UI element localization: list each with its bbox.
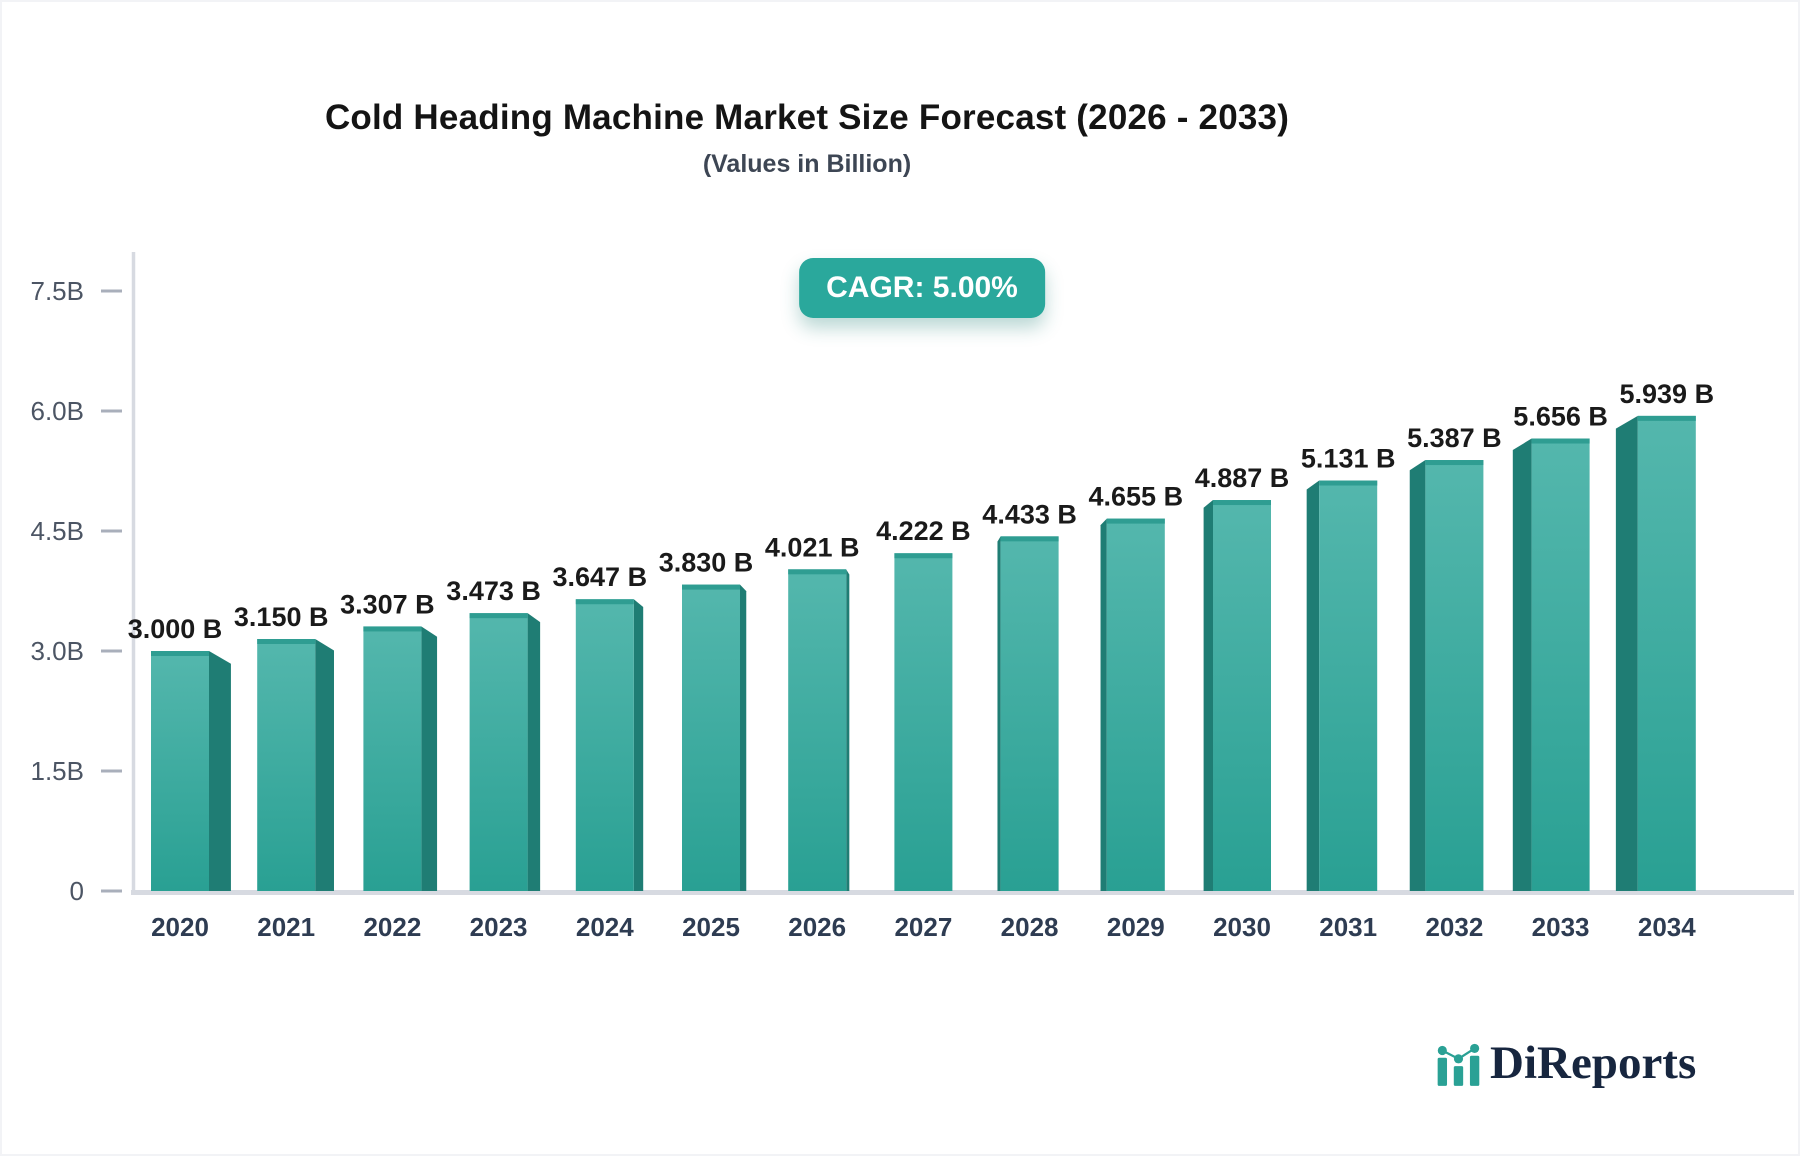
x-axis-label: 2021 xyxy=(257,912,315,942)
bar xyxy=(1531,438,1590,891)
bar xyxy=(469,613,528,891)
bars xyxy=(151,415,1696,891)
bar-top-edge xyxy=(1319,480,1378,486)
bar-value-label: 4.433 B xyxy=(982,499,1077,529)
bar xyxy=(1425,460,1484,891)
bar-value-label: 5.939 B xyxy=(1620,379,1715,409)
bar-value-label: 4.655 B xyxy=(1089,482,1184,512)
bar xyxy=(894,553,953,891)
bar-top-edge xyxy=(575,599,634,605)
bar xyxy=(151,651,209,891)
bar-top-edge xyxy=(1425,460,1484,466)
bar xyxy=(1637,415,1696,891)
y-axis-tick-label: 3.0B xyxy=(31,636,85,666)
x-axis-label: 2026 xyxy=(788,912,846,942)
bar xyxy=(1106,518,1165,891)
bar xyxy=(788,569,847,891)
bar-top-edge xyxy=(1000,536,1059,542)
bar-top-edge xyxy=(1106,518,1165,524)
x-axis-label: 2027 xyxy=(894,912,952,942)
logo-text: DiReports xyxy=(1490,1036,1697,1089)
bar-top-edge xyxy=(469,613,528,619)
x-axis-label: 2033 xyxy=(1532,912,1590,942)
mini-bar-line-chart-icon xyxy=(1437,1043,1480,1086)
labels: 3.000 B 2020 3.150 B 2021 3.307 B 2022 3.473 B… xyxy=(128,379,1714,942)
bar-side-face xyxy=(1512,438,1532,891)
x-axis-label: 2028 xyxy=(1001,912,1059,942)
bar-side-face xyxy=(1615,415,1638,891)
bar xyxy=(257,639,316,891)
bar-top-edge xyxy=(151,651,209,656)
x-axis-label: 2034 xyxy=(1638,912,1696,942)
cagr-badge: CAGR: 5.00% xyxy=(799,258,1045,318)
bar-side-face xyxy=(997,536,1001,891)
bar xyxy=(1213,500,1271,891)
bar-top-edge xyxy=(1213,500,1271,506)
bar-value-label: 4.222 B xyxy=(876,516,971,546)
bar xyxy=(1000,536,1059,891)
bar-value-label: 5.387 B xyxy=(1407,423,1502,453)
bar-side-face xyxy=(1306,480,1320,891)
bar-value-label: 4.021 B xyxy=(765,532,860,562)
y-axis-tick-label: 7.5B xyxy=(31,276,85,306)
bar-top-edge xyxy=(363,626,422,632)
bar xyxy=(575,599,634,891)
bar-side-face xyxy=(740,584,747,891)
bar-value-label: 5.656 B xyxy=(1513,402,1608,432)
bar-side-face xyxy=(421,626,438,891)
chart-title: Cold Heading Machine Market Size Forecas… xyxy=(324,98,1290,137)
bar-value-label: 3.830 B xyxy=(659,548,754,578)
bar-top-edge xyxy=(257,639,316,644)
bar-side-face xyxy=(1409,460,1426,891)
x-axis-label: 2031 xyxy=(1319,912,1377,942)
x-axis-label: 2023 xyxy=(470,912,528,942)
y-axis-tick-label: 4.5B xyxy=(31,516,85,546)
y-axis-tick-label: 0 xyxy=(70,876,84,906)
x-axis-label: 2029 xyxy=(1107,912,1165,942)
bar xyxy=(363,626,422,891)
bar-top-edge xyxy=(682,584,740,590)
x-axis-label: 2030 xyxy=(1213,912,1271,942)
bar-side-face xyxy=(1203,500,1213,891)
bar-side-face xyxy=(1100,518,1107,891)
chart-subtitle: (Values in Billion) xyxy=(702,150,912,178)
bar xyxy=(682,584,740,891)
bar-value-label: 3.150 B xyxy=(234,602,329,632)
bar-side-face xyxy=(633,599,644,891)
x-axis-label: 2032 xyxy=(1425,912,1483,942)
x-axis-label: 2025 xyxy=(682,912,740,942)
bar-side-face xyxy=(209,651,231,891)
bar-value-label: 3.647 B xyxy=(553,562,648,592)
x-axis-label: 2020 xyxy=(151,912,209,942)
bar-value-label: 4.887 B xyxy=(1195,463,1290,493)
bar-side-face xyxy=(527,613,541,891)
bar-top-edge xyxy=(788,569,847,575)
bar-top-edge xyxy=(1637,415,1696,421)
bar-value-label: 3.000 B xyxy=(128,614,223,644)
direports-logo: DiReports xyxy=(1434,1038,1696,1088)
bar-value-label: 3.307 B xyxy=(340,589,435,619)
bar-side-face xyxy=(846,569,850,891)
y-axis-tick-label: 1.5B xyxy=(31,756,85,786)
bar-top-edge xyxy=(894,553,953,559)
bar-value-label: 3.473 B xyxy=(446,576,541,606)
bar-top-edge xyxy=(1531,438,1590,444)
x-axis-label: 2022 xyxy=(363,912,421,942)
x-axis-label: 2024 xyxy=(576,912,634,942)
axes: 0 1.5B 3.0B 4.5B 6.0B 7.5B xyxy=(31,252,1794,906)
y-axis-tick-label: 6.0B xyxy=(31,396,85,426)
bar-value-label: 5.131 B xyxy=(1301,444,1396,474)
bar xyxy=(1319,480,1378,891)
bar-side-face xyxy=(315,639,334,891)
